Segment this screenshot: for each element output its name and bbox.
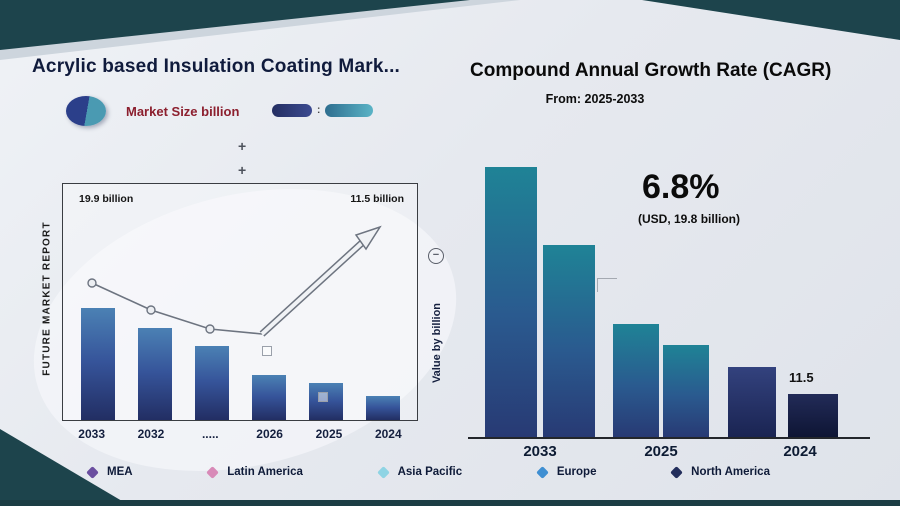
- left-bar-column: [251, 375, 286, 420]
- region-legend: MEA Latin America Asia Pacific Europe North …: [86, 465, 770, 479]
- right-chart-bars: [468, 165, 870, 437]
- left-vertical-label: FUTURE MARKET REPORT: [41, 221, 53, 376]
- market-size-legend: Market Size billion: [66, 96, 239, 126]
- left-chart-xlabels: 2033 2032..... 2026 2025 2024: [62, 427, 418, 441]
- start-value-annotation: 19.9 billion: [79, 193, 134, 205]
- left-bar-column: [80, 308, 115, 420]
- teal-pill-icon: [325, 104, 374, 117]
- x-axis-label: 2025: [644, 443, 678, 460]
- cagr-value: 6.8%: [642, 168, 720, 206]
- corner-accent-top-right: [642, 0, 900, 40]
- market-size-bar-2026: [251, 375, 286, 420]
- right-chart-subtitle: From: 2025-2033: [545, 92, 645, 106]
- legend-label: Europe: [556, 466, 597, 478]
- cagr-bar: [543, 245, 595, 437]
- x-axis-label: 2024: [783, 443, 817, 460]
- cagr-bar: [613, 324, 659, 437]
- cagr-bar: [663, 345, 709, 437]
- x-axis-label: .....: [201, 427, 219, 441]
- legend-label: Asia Pacific: [397, 466, 463, 478]
- plus-icon: +: [238, 138, 247, 154]
- legend-marker-icon: [86, 465, 99, 479]
- market-size-chart: 19.9 billion 11.5 billion: [62, 183, 418, 421]
- right-chart-axis: [468, 437, 870, 439]
- value-axis-label: Value by billion: [431, 302, 443, 384]
- x-axis-label: 2033: [523, 443, 557, 460]
- plus-icon: +: [238, 162, 247, 178]
- legend-item-asia-pacific: Asia Pacific: [376, 465, 463, 479]
- market-size-bar-2033: [80, 308, 115, 420]
- bottom-accent-strip: [0, 500, 900, 506]
- cagr-bar: [788, 394, 838, 437]
- legend-item-europe: Europe: [535, 465, 597, 479]
- x-axis-label: 2025: [315, 427, 343, 441]
- cagr-bar: [485, 167, 537, 437]
- market-size-bar-2024: [365, 396, 400, 420]
- legend-item-mea: MEA: [86, 465, 133, 479]
- legend-marker-icon: [206, 465, 220, 479]
- market-size-bar-2032: [137, 328, 172, 420]
- x-axis-label: 2033: [78, 427, 105, 441]
- legend-marker-icon: [670, 465, 684, 479]
- market-size-legend-label: Market Size billion: [126, 103, 240, 119]
- cagr-note: (USD, 19.8 billion): [638, 212, 741, 226]
- market-size-bar-.....: [194, 346, 229, 420]
- trend-line: [87, 225, 382, 337]
- pill-separator: :: [317, 105, 321, 116]
- decor-step-line: [597, 278, 617, 292]
- left-bar-column: [365, 396, 400, 420]
- x-axis-label: 2032: [137, 427, 165, 441]
- corner-accent-top-left: [0, 0, 470, 50]
- minus-circle-icon: −: [428, 248, 444, 264]
- decor-square-icon: [262, 346, 272, 356]
- legend-item-latin-america: Latin America: [206, 465, 303, 479]
- bar-value-annotation: 11.5: [789, 370, 814, 385]
- legend-label: MEA: [107, 466, 133, 478]
- left-chart-title: Acrylic based Insulation Coating Mark...: [32, 56, 401, 77]
- legend-marker-icon: [535, 465, 549, 479]
- legend-item-north-america: North America: [670, 465, 770, 479]
- x-axis-label: 2024: [374, 427, 402, 441]
- end-value-annotation: 11.5 billion: [350, 193, 404, 205]
- legend-pills: :: [272, 104, 374, 117]
- legend-marker-icon: [376, 465, 390, 479]
- right-chart-title: Compound Annual Growth Rate (CAGR): [470, 60, 832, 81]
- legend-label: Latin America: [227, 466, 303, 478]
- left-bar-column: [137, 328, 172, 420]
- sphere-icon: [66, 96, 106, 126]
- legend-label: North America: [691, 466, 770, 478]
- left-chart-bars: [69, 184, 411, 420]
- cagr-bar: [728, 367, 776, 437]
- x-axis-label: 2026: [256, 427, 283, 441]
- left-bar-column: [194, 346, 229, 420]
- decor-square-icon: [318, 392, 328, 402]
- navy-pill-icon: [272, 104, 312, 117]
